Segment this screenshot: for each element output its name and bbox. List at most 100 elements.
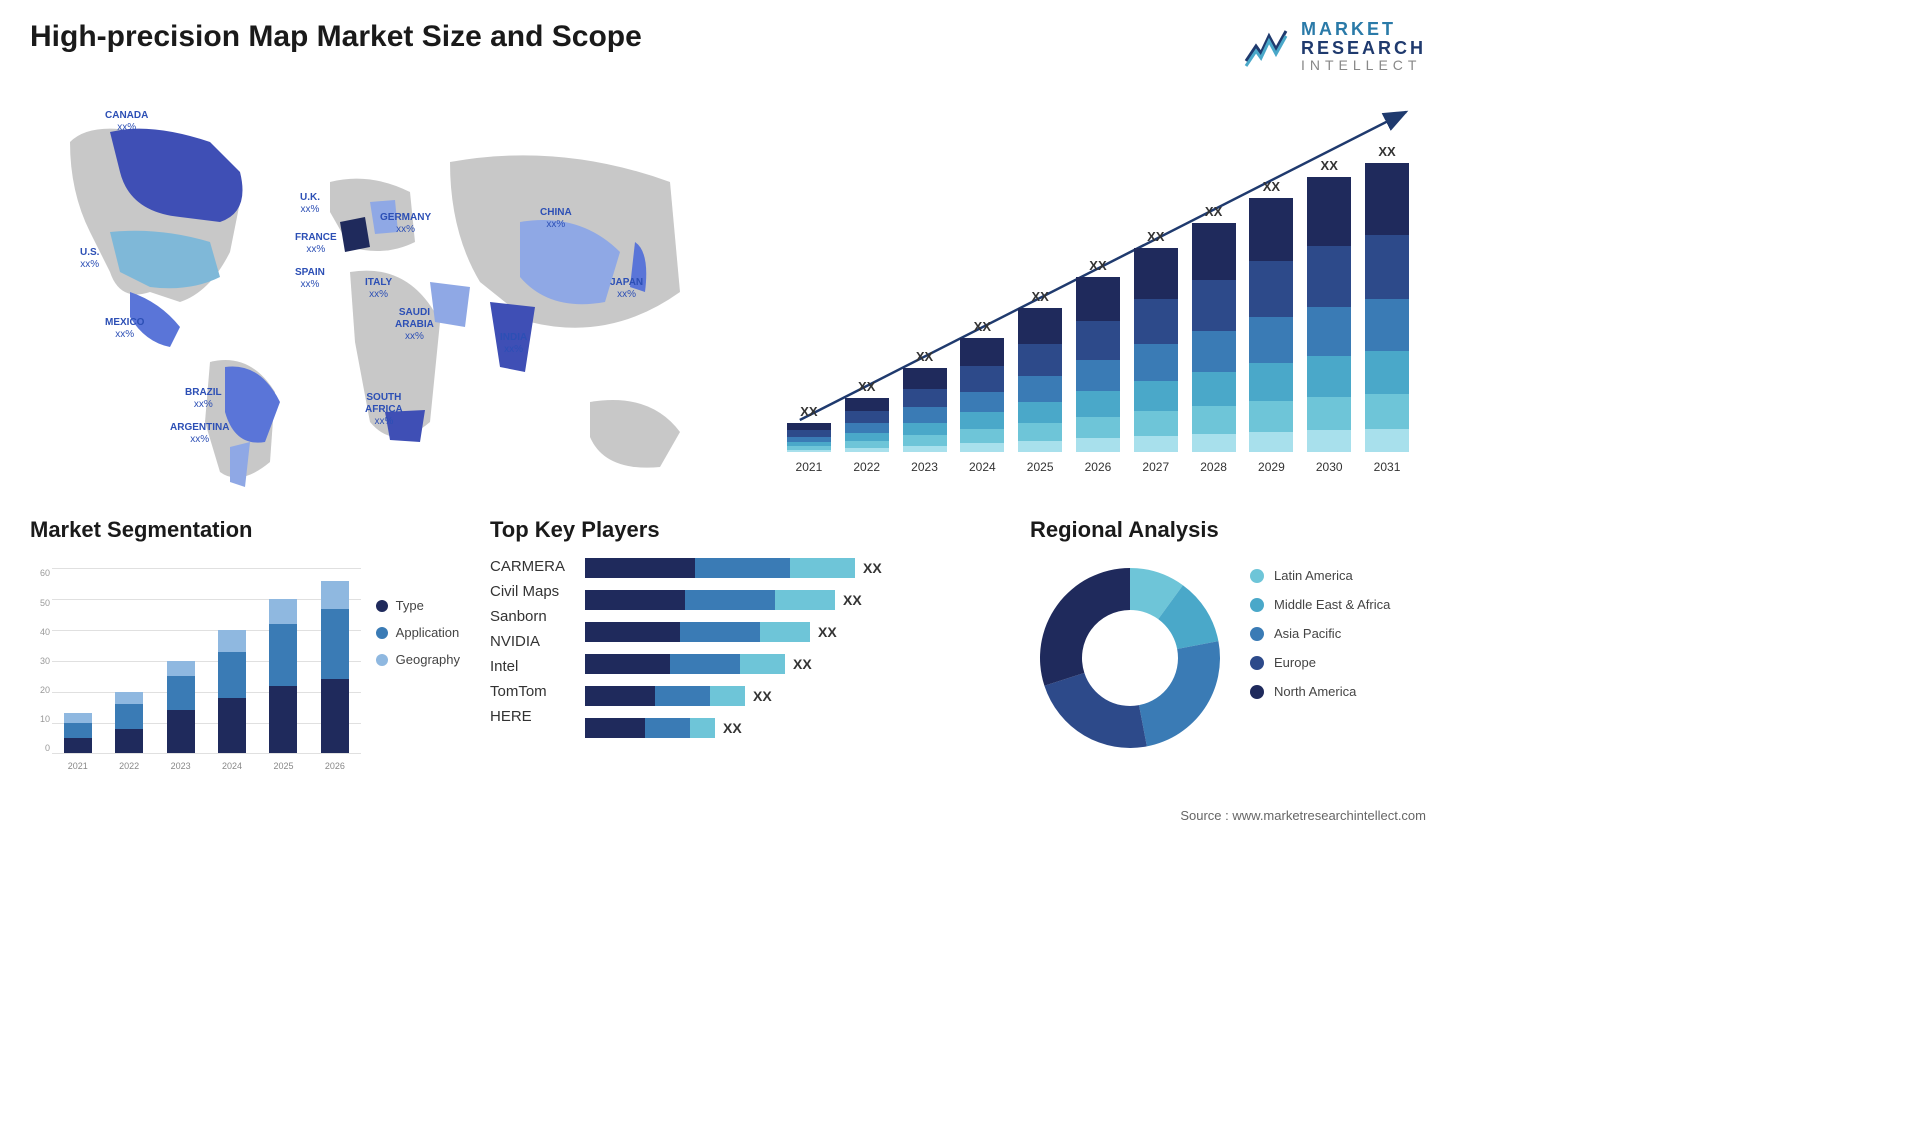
seg-bar-segment <box>115 704 143 729</box>
map-country-label: GERMANYxx% <box>380 212 431 236</box>
map-country-label: MEXICOxx% <box>105 317 144 341</box>
players-list: CARMERACivil MapsSanbornNVIDIAIntelTomTo… <box>490 558 565 738</box>
bar-segment <box>1307 397 1351 430</box>
bar-segment <box>903 407 947 422</box>
bar-segment <box>1134 411 1178 436</box>
bar-segment <box>1134 299 1178 344</box>
bar-stack <box>787 423 831 453</box>
player-name: Civil Maps <box>490 583 565 600</box>
player-name: HERE <box>490 708 565 725</box>
player-bar-segment <box>775 590 835 610</box>
logo: MARKET RESEARCH INTELLECT <box>1241 20 1426 72</box>
bar-segment <box>1249 401 1293 432</box>
player-bar-segment <box>760 622 810 642</box>
bar-segment <box>1134 436 1178 452</box>
bar-value-label: XX <box>1031 289 1048 304</box>
page-title: High-precision Map Market Size and Scope <box>30 20 642 54</box>
seg-legend-item: Geography <box>376 652 460 667</box>
player-value-label: XX <box>753 688 772 704</box>
axis-tick-label: 20 <box>30 685 50 695</box>
main-bar-group: XX2024 <box>953 319 1011 453</box>
bar-segment <box>1192 331 1236 372</box>
bar-segment <box>1307 356 1351 397</box>
map-country-label: U.S.xx% <box>80 247 99 271</box>
bar-segment <box>1365 394 1409 429</box>
main-bar-group: XX2021 <box>780 404 838 453</box>
player-bar-segment <box>670 654 740 674</box>
map-country-label: SAUDIARABIAxx% <box>395 307 434 343</box>
player-value-label: XX <box>843 592 862 608</box>
player-bar-segment <box>585 718 645 738</box>
bar-value-label: XX <box>1147 229 1164 244</box>
seg-bar-segment <box>167 661 195 676</box>
legend-dot-icon <box>1250 627 1264 641</box>
grid-line <box>52 753 361 754</box>
bar-value-label: XX <box>916 349 933 364</box>
bar-segment <box>1307 430 1351 452</box>
bar-year-label: 2031 <box>1374 460 1401 474</box>
map-country-label: ITALYxx% <box>365 277 392 301</box>
seg-legend-label: Application <box>396 625 460 640</box>
bar-value-label: XX <box>1089 258 1106 273</box>
bar-segment <box>1365 351 1409 395</box>
map-country-label: SPAINxx% <box>295 267 325 291</box>
bar-segment <box>845 423 889 433</box>
main-bar-group: XX2022 <box>838 379 896 453</box>
bar-year-label: 2021 <box>796 460 823 474</box>
bar-segment <box>845 433 889 441</box>
map-country-label: JAPANxx% <box>610 277 643 301</box>
seg-year-label: 2021 <box>68 761 88 771</box>
bar-segment <box>1192 406 1236 434</box>
bar-segment <box>1307 307 1351 357</box>
player-bar-segment <box>645 718 690 738</box>
seg-bar-group: 2026 <box>321 581 349 754</box>
seg-bar-segment <box>321 581 349 609</box>
seg-bar-segment <box>218 698 246 754</box>
axis-tick-label: 60 <box>30 568 50 578</box>
bar-year-label: 2025 <box>1027 460 1054 474</box>
logo-text: MARKET RESEARCH INTELLECT <box>1301 20 1426 72</box>
bar-segment <box>1076 321 1120 360</box>
segmentation-legend: Type Application Geography <box>376 558 460 778</box>
bar-segment <box>960 392 1004 413</box>
bar-segment <box>1192 372 1236 407</box>
bar-segment <box>1192 280 1236 331</box>
player-bar-segment <box>790 558 855 578</box>
map-country-label: FRANCExx% <box>295 232 337 256</box>
bar-stack <box>960 338 1004 453</box>
bar-segment <box>1076 277 1120 321</box>
bar-segment <box>960 443 1004 452</box>
bar-segment <box>1076 438 1120 452</box>
seg-bar-stack <box>321 581 349 754</box>
player-bar-stack <box>585 718 715 738</box>
legend-dot-icon <box>376 600 388 612</box>
bar-segment <box>903 368 947 389</box>
header: High-precision Map Market Size and Scope… <box>30 20 1426 72</box>
player-value-label: XX <box>723 720 742 736</box>
regional-legend: Latin AmericaMiddle East & AfricaAsia Pa… <box>1250 558 1390 758</box>
bar-value-label: XX <box>800 404 817 419</box>
legend-dot-icon <box>1250 685 1264 699</box>
seg-bar-segment <box>269 624 297 686</box>
player-bar-stack <box>585 590 835 610</box>
main-bar-group: XX2029 <box>1243 179 1301 453</box>
regional-legend-label: Latin America <box>1274 568 1353 583</box>
bar-segment <box>1018 376 1062 402</box>
bar-segment <box>1307 177 1351 246</box>
seg-bar-segment <box>167 676 195 710</box>
bar-stack <box>1134 248 1178 453</box>
bar-segment <box>845 448 889 452</box>
regional-legend-label: North America <box>1274 684 1356 699</box>
seg-legend-item: Type <box>376 598 460 613</box>
donut-slice <box>1040 568 1130 686</box>
bar-segment <box>1307 246 1351 307</box>
player-bar-segment <box>680 622 760 642</box>
seg-bar-segment <box>64 723 92 738</box>
bar-stack <box>1307 177 1351 452</box>
player-bar-row: XX <box>585 718 1000 738</box>
bar-stack <box>1249 198 1293 453</box>
bar-stack <box>845 398 889 453</box>
seg-bar-group: 2022 <box>115 692 143 754</box>
seg-bar-segment <box>64 713 92 722</box>
bar-segment <box>1076 417 1120 438</box>
